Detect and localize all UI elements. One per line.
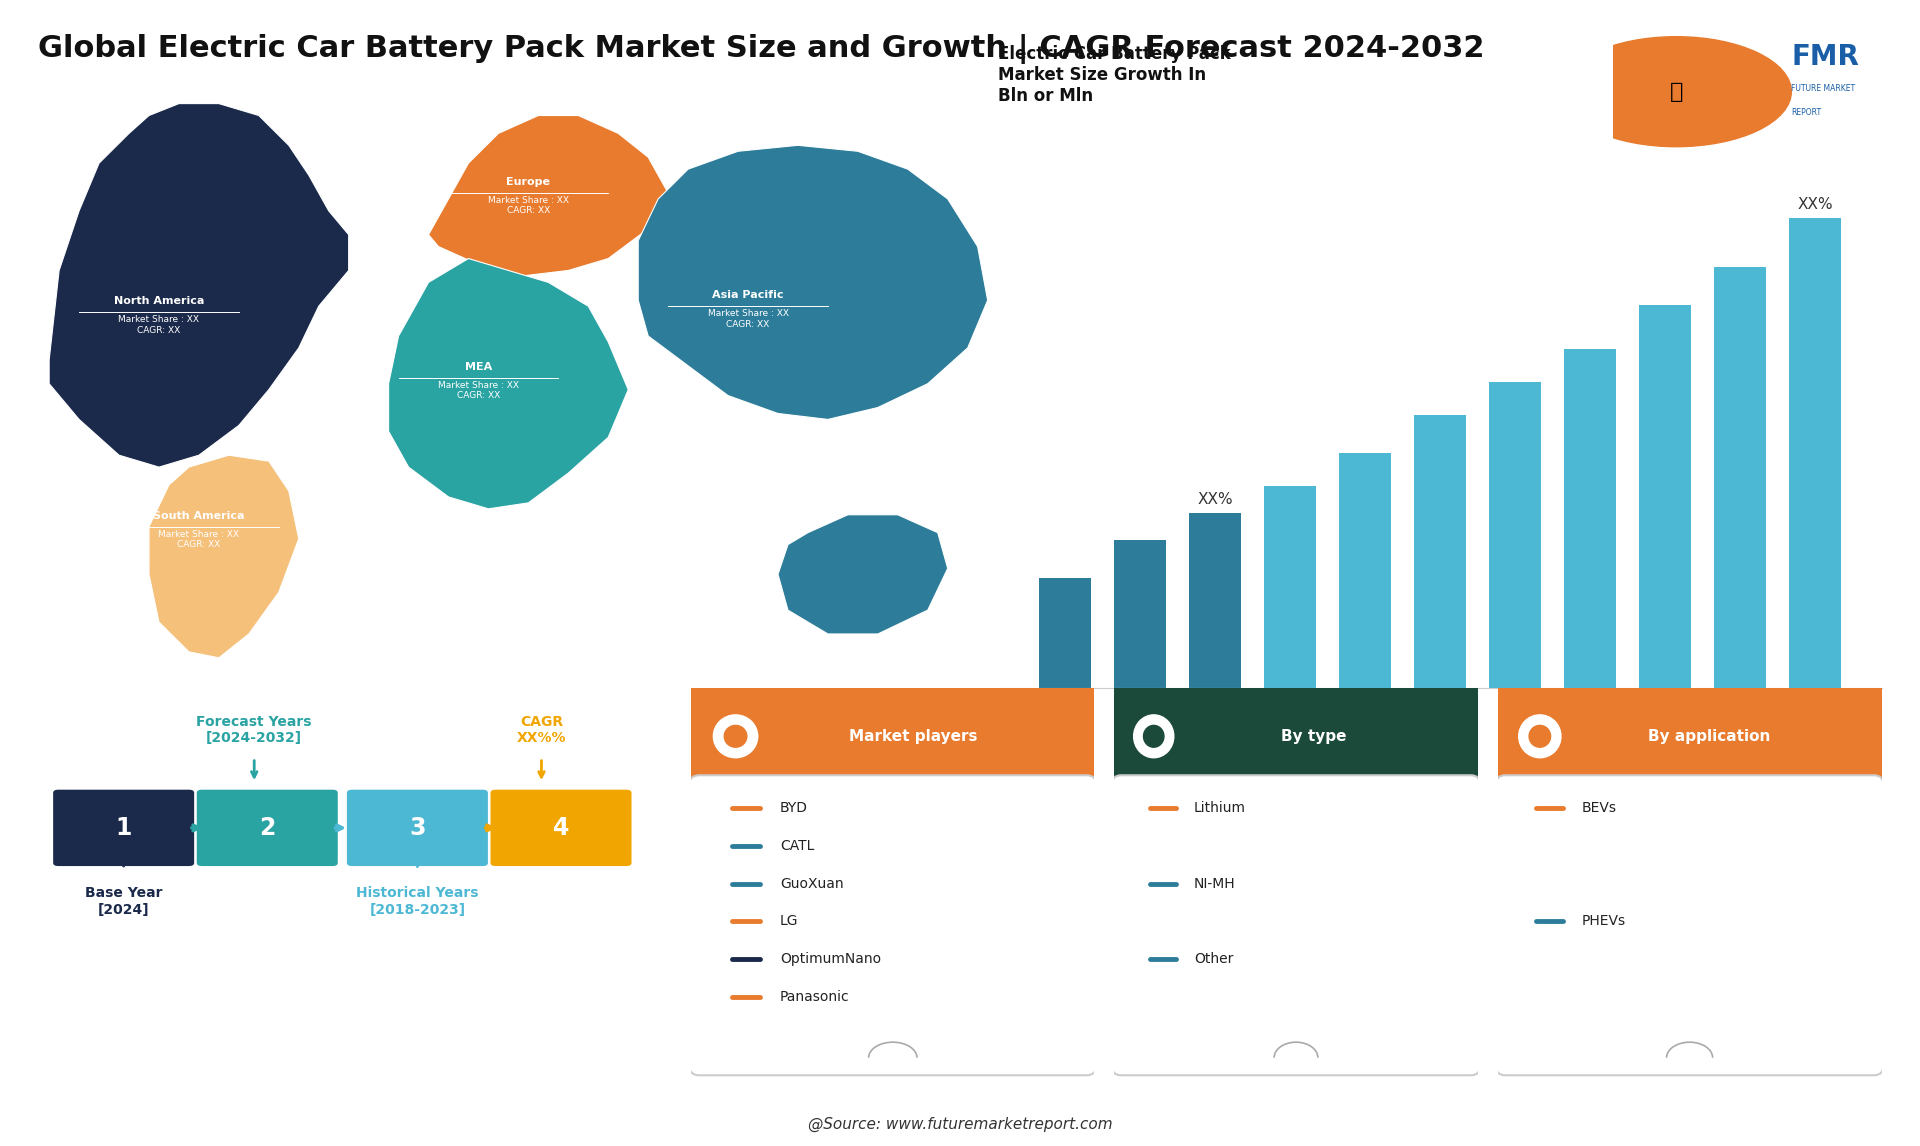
Text: LG: LG: [780, 915, 799, 928]
Text: XX%: XX%: [1196, 492, 1233, 507]
Text: Market players: Market players: [849, 729, 977, 744]
Text: CAGR
XX%%: CAGR XX%%: [516, 715, 566, 745]
Text: FMR: FMR: [1791, 44, 1859, 71]
Text: NI-MH: NI-MH: [1194, 877, 1235, 890]
Text: Historical Years
[2018-2023]: Historical Years [2018-2023]: [355, 886, 478, 917]
Text: Market Share : XX
CAGR: XX: Market Share : XX CAGR: XX: [159, 529, 240, 549]
Text: 🔭: 🔭: [1670, 81, 1682, 102]
Circle shape: [1144, 725, 1164, 747]
Circle shape: [1561, 37, 1791, 147]
Bar: [1715, 267, 1766, 688]
Text: Market Share : XX
CAGR: XX: Market Share : XX CAGR: XX: [119, 315, 200, 335]
Text: REPORT: REPORT: [1791, 108, 1822, 117]
Text: Market Share : XX
CAGR: XX: Market Share : XX CAGR: XX: [488, 196, 568, 215]
Polygon shape: [150, 455, 300, 658]
Circle shape: [1519, 715, 1561, 758]
Text: 3: 3: [409, 816, 426, 840]
Text: Market Share : XX
CAGR: XX: Market Share : XX CAGR: XX: [708, 309, 789, 329]
Bar: [1188, 513, 1240, 688]
Text: XX%: XX%: [1797, 197, 1834, 212]
FancyBboxPatch shape: [490, 790, 632, 866]
Text: @Source: www.futuremarketreport.com: @Source: www.futuremarketreport.com: [808, 1117, 1112, 1132]
Text: Forecast Years
[2024-2032]: Forecast Years [2024-2032]: [196, 715, 311, 745]
FancyBboxPatch shape: [685, 685, 1100, 787]
FancyBboxPatch shape: [54, 790, 194, 866]
FancyBboxPatch shape: [196, 790, 338, 866]
Polygon shape: [637, 146, 987, 419]
Bar: [1114, 540, 1165, 688]
Bar: [1640, 305, 1692, 688]
FancyBboxPatch shape: [1112, 775, 1480, 1075]
Text: Electric Car Battery Pack
Market Size Growth In
Bln or Mln: Electric Car Battery Pack Market Size Gr…: [998, 45, 1231, 104]
Text: OptimumNano: OptimumNano: [780, 952, 881, 966]
Text: BEVs: BEVs: [1582, 801, 1617, 816]
FancyBboxPatch shape: [348, 790, 488, 866]
Bar: [1039, 579, 1091, 688]
Circle shape: [714, 715, 758, 758]
Text: BYD: BYD: [780, 801, 808, 816]
Circle shape: [1528, 725, 1551, 747]
Text: 4: 4: [553, 816, 568, 840]
Text: Base Year
[2024]: Base Year [2024]: [84, 886, 163, 917]
Text: Market Share : XX
CAGR: XX: Market Share : XX CAGR: XX: [438, 380, 518, 400]
Bar: [1263, 486, 1317, 688]
FancyBboxPatch shape: [1492, 685, 1887, 787]
Bar: [1789, 218, 1841, 688]
Text: By application: By application: [1647, 729, 1770, 744]
FancyBboxPatch shape: [689, 775, 1096, 1075]
Text: FUTURE MARKET: FUTURE MARKET: [1791, 85, 1855, 94]
Text: 2: 2: [259, 816, 275, 840]
FancyBboxPatch shape: [1496, 775, 1884, 1075]
Text: Global Electric Car Battery Pack Market Size and Growth | CAGR Forecast 2024-203: Global Electric Car Battery Pack Market …: [38, 34, 1484, 64]
Text: South America: South America: [154, 511, 244, 520]
Text: Other: Other: [1194, 952, 1233, 966]
Polygon shape: [778, 515, 948, 634]
Polygon shape: [388, 259, 628, 509]
Text: CATL: CATL: [780, 839, 814, 853]
Bar: [1413, 415, 1467, 688]
Text: PHEVs: PHEVs: [1582, 915, 1626, 928]
Text: MEA: MEA: [465, 362, 492, 371]
Text: Europe: Europe: [507, 176, 551, 187]
Circle shape: [1133, 715, 1173, 758]
Circle shape: [724, 725, 747, 747]
Polygon shape: [50, 103, 349, 468]
FancyBboxPatch shape: [1108, 685, 1484, 787]
Polygon shape: [428, 116, 668, 276]
Text: Asia Pacific: Asia Pacific: [712, 290, 783, 300]
Text: Panasonic: Panasonic: [780, 990, 849, 1004]
Text: By type: By type: [1281, 729, 1348, 744]
Bar: [1338, 453, 1392, 688]
Bar: [1563, 350, 1617, 688]
Bar: [1488, 382, 1542, 688]
Text: Lithium: Lithium: [1194, 801, 1246, 816]
Text: 1: 1: [115, 816, 132, 840]
Text: GuoXuan: GuoXuan: [780, 877, 843, 890]
Text: North America: North America: [113, 296, 204, 306]
